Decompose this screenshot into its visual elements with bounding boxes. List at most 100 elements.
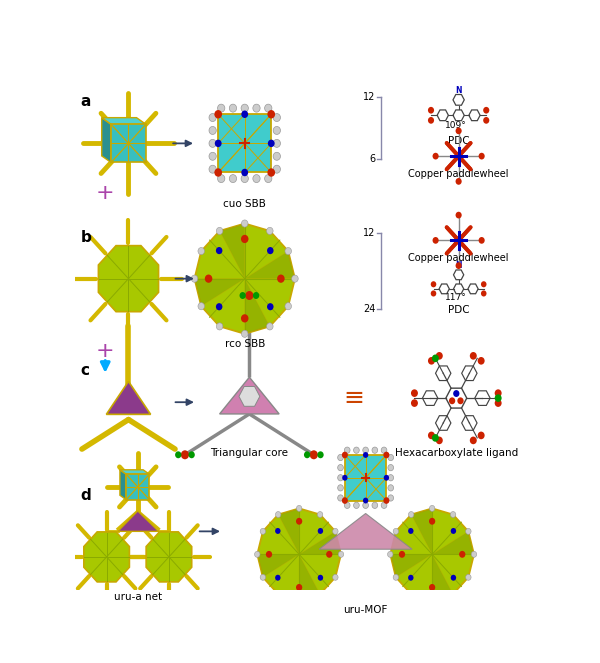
Text: rco SBB: rco SBB [224,339,265,349]
Circle shape [429,518,435,524]
Circle shape [318,528,323,534]
Circle shape [304,452,310,458]
Circle shape [433,237,439,244]
Circle shape [181,450,189,459]
Text: N: N [455,261,462,271]
Circle shape [241,104,248,112]
Circle shape [266,227,273,235]
Circle shape [338,485,343,491]
Circle shape [268,140,275,147]
Text: PDC: PDC [448,136,469,146]
Polygon shape [245,251,295,278]
Circle shape [296,597,302,603]
Circle shape [214,110,222,119]
Circle shape [388,552,393,558]
Circle shape [478,432,485,440]
Circle shape [481,281,487,287]
Text: Hexacarboxylate ligand: Hexacarboxylate ligand [395,448,518,458]
Circle shape [175,452,181,458]
Circle shape [245,291,253,300]
Circle shape [409,512,414,518]
Polygon shape [194,223,295,333]
Circle shape [239,292,246,299]
Polygon shape [194,278,245,306]
Circle shape [393,574,398,580]
Circle shape [318,575,323,581]
Polygon shape [432,554,453,600]
Circle shape [451,528,456,534]
Circle shape [292,275,298,282]
Circle shape [363,447,368,453]
Circle shape [229,174,236,182]
Text: ≡: ≡ [343,386,365,410]
Circle shape [431,281,436,287]
Circle shape [363,452,368,458]
Polygon shape [411,509,432,554]
Circle shape [209,113,216,121]
Circle shape [332,574,338,580]
Circle shape [388,495,394,501]
Circle shape [275,591,281,597]
Circle shape [268,168,275,177]
Circle shape [353,502,359,509]
Polygon shape [257,509,341,600]
Circle shape [273,165,280,173]
Circle shape [265,174,272,182]
Circle shape [459,551,466,558]
Polygon shape [220,377,279,414]
Circle shape [494,389,502,397]
Circle shape [451,591,456,597]
Circle shape [429,584,435,591]
Circle shape [342,475,347,481]
Polygon shape [84,532,130,582]
Circle shape [342,452,348,458]
Text: 24: 24 [363,304,376,314]
Circle shape [338,495,343,501]
Circle shape [449,397,455,404]
Text: PDC: PDC [448,305,469,315]
Circle shape [436,352,443,359]
Circle shape [217,323,223,330]
Circle shape [384,475,389,481]
Polygon shape [345,455,386,501]
Circle shape [296,518,302,524]
Polygon shape [319,513,412,549]
Circle shape [494,399,502,407]
Circle shape [198,247,205,255]
Polygon shape [239,387,260,406]
Circle shape [216,247,223,254]
Polygon shape [218,114,271,172]
Circle shape [430,505,435,511]
Polygon shape [220,223,245,278]
Circle shape [214,168,222,177]
Text: 12: 12 [363,227,376,238]
Circle shape [266,323,273,330]
Circle shape [483,107,490,113]
Polygon shape [101,117,146,124]
Circle shape [363,498,368,503]
Circle shape [326,551,332,558]
Circle shape [317,591,323,597]
Circle shape [451,575,456,581]
Circle shape [479,152,485,160]
Circle shape [268,110,275,119]
Circle shape [428,107,434,113]
Text: 117°: 117° [445,293,467,302]
Circle shape [433,152,439,160]
Circle shape [217,227,223,235]
Polygon shape [390,554,432,577]
Circle shape [265,104,272,112]
Circle shape [266,551,272,558]
Polygon shape [146,532,191,582]
Circle shape [253,174,260,182]
Circle shape [344,447,350,453]
Circle shape [455,127,461,134]
Circle shape [393,528,398,534]
Polygon shape [299,531,341,554]
Text: cuo SBB: cuo SBB [223,198,266,208]
Circle shape [209,152,216,160]
Circle shape [296,505,302,511]
Circle shape [285,247,292,255]
Circle shape [483,117,490,124]
Circle shape [241,314,248,322]
